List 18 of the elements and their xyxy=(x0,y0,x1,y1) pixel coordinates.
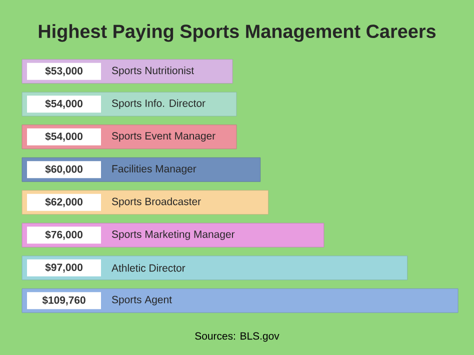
data-label: $60,000 xyxy=(45,164,82,174)
chart-title: Highest Paying Sports Management Careers xyxy=(38,24,436,42)
source-note: Sources: BLS.gov xyxy=(195,332,280,342)
data-label: $76,000 xyxy=(45,230,82,240)
y-tick-label: Sports Info. Director xyxy=(112,99,206,110)
data-label: $62,000 xyxy=(45,198,82,208)
y-tick-label: Sports Agent xyxy=(112,296,172,306)
data-label: $109,760 xyxy=(42,296,86,306)
y-tick-label: Sports Event Manager xyxy=(112,132,216,142)
data-label: $54,000 xyxy=(45,132,82,142)
data-label: $97,000 xyxy=(45,263,82,273)
y-tick-label: Athletic Director xyxy=(112,264,186,272)
y-tick-label: Sports Marketing Manager xyxy=(112,230,235,240)
data-label: $54,000 xyxy=(45,99,82,109)
y-tick-label: Facilities Manager xyxy=(112,164,196,175)
data-label: $53,000 xyxy=(45,66,82,76)
y-tick-label: Sports Broadcaster xyxy=(112,198,201,208)
y-tick-label: Sports Nutritionist xyxy=(112,66,194,76)
